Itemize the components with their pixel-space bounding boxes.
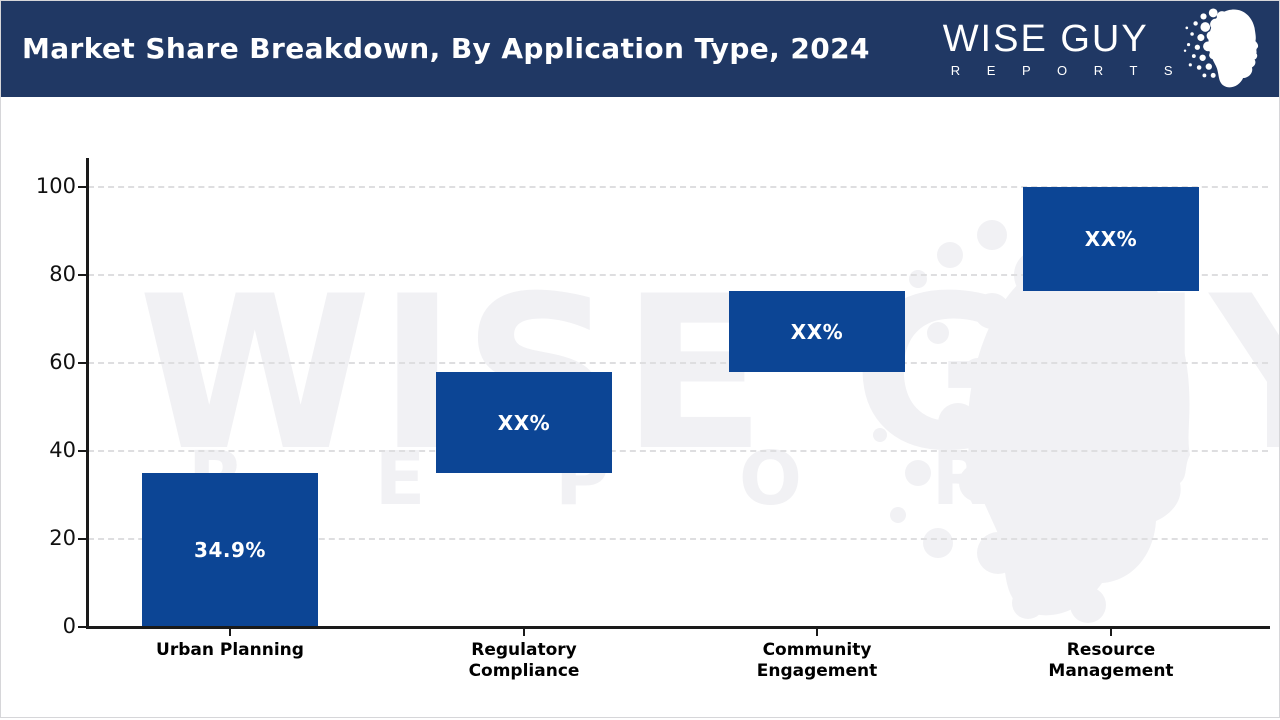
gridline-100 [88,186,1268,188]
gridline-40 [88,450,1268,452]
y-tick-mark-40 [78,450,86,452]
page-title: Market Share Breakdown, By Application T… [22,32,870,65]
y-tick-label-20: 20 [49,526,76,550]
y-tick-mark-80 [78,274,86,276]
logo-text: WISE GUY R E P O R T S [943,20,1184,78]
bar-regulatory-compliance: XX% [436,372,612,474]
x-tick-mark-resource-management [1110,629,1112,636]
x-tick-mark-community-engagement [816,629,818,636]
bar-value-label: XX% [790,319,844,344]
y-tick-label-100: 100 [35,174,76,198]
logo-wiseguy-text: WISE GUY [942,17,1149,60]
x-axis-label-urban-planning: Urban Planning [156,640,304,660]
bar-urban-planning: 34.9% [142,473,318,627]
y-axis-line [86,158,89,629]
x-axis-label-resource-management: Resource Management [1048,640,1174,681]
y-tick-label-80: 80 [49,262,76,286]
logo-reports-text: R E P O R T S [950,62,1184,78]
gridline-80 [88,274,1268,276]
y-tick-mark-100 [78,186,86,188]
bar-value-label: 34.9% [194,538,266,563]
x-axis-label-community-engagement: Community Engagement [756,640,878,681]
x-axis-line [86,626,1270,629]
bar-value-label: XX% [1084,227,1138,252]
bar-value-label: XX% [497,410,551,435]
header-bar: Market Share Breakdown, By Application T… [0,0,1280,97]
logo-head-icon [1183,8,1259,87]
y-tick-mark-20 [78,538,86,540]
x-tick-mark-regulatory-compliance [523,629,525,636]
x-axis-label-regulatory-compliance: Regulatory Compliance [468,640,580,681]
wiseguy-logo: WISE GUY R E P O R T S [943,4,1266,94]
y-tick-label-0: 0 [62,614,76,638]
bar-resource-management: XX% [1023,187,1199,292]
bar-community-engagement: XX% [729,291,905,373]
y-tick-label-60: 60 [49,350,76,374]
y-tick-label-40: 40 [49,438,76,462]
gridline-20 [88,538,1268,540]
gridline-60 [88,362,1268,364]
x-tick-mark-urban-planning [229,629,231,636]
y-tick-mark-0 [78,626,86,628]
y-tick-mark-60 [78,362,86,364]
